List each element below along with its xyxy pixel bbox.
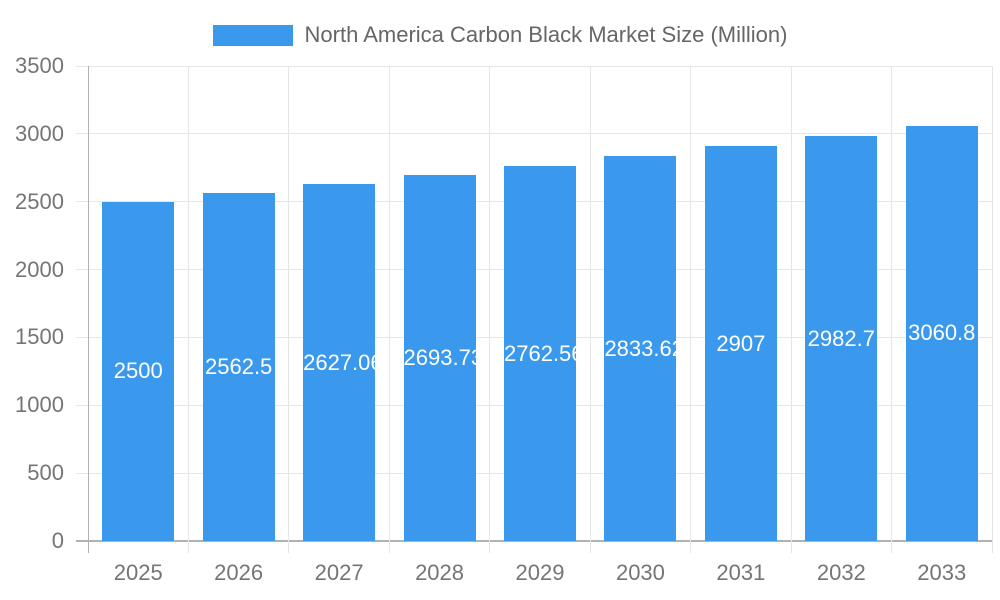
legend-swatch (212, 24, 293, 46)
x-axis-tick-label: 2030 (615, 560, 665, 585)
gridline-vertical (790, 66, 792, 553)
y-axis-tick-label: 2000 (15, 256, 64, 282)
gridline-horizontal (76, 133, 992, 135)
gridline-vertical (589, 66, 591, 553)
bar-2027[interactable]: 2627.06 (303, 184, 376, 541)
chart-legend: North America Carbon Black Market Size (… (0, 22, 1000, 48)
gridline-vertical (87, 66, 89, 553)
gridline-vertical (288, 66, 290, 553)
x-axis-tick-label: 2025 (113, 560, 163, 585)
gridline-vertical (891, 66, 893, 553)
bar-2033[interactable]: 3060.8 (905, 125, 978, 541)
x-axis-tick-label: 2033 (917, 560, 967, 585)
bar-value-label: 2500 (113, 358, 163, 384)
bar-2031[interactable]: 2907 (704, 146, 777, 541)
bar-value-label: 2833.62 (604, 335, 677, 361)
y-axis-tick-label: 500 (27, 460, 64, 486)
gridline-vertical (388, 66, 390, 553)
y-axis-tick-label: 3500 (15, 53, 64, 78)
gridline-vertical (489, 66, 491, 553)
bar-value-label: 2907 (716, 330, 766, 356)
bar-2025[interactable]: 2500 (102, 201, 175, 541)
bar-2030[interactable]: 2833.62 (604, 156, 677, 541)
y-axis-tick-label: 2500 (15, 188, 64, 214)
gridline-vertical (187, 66, 189, 553)
y-axis-tick-label: 3000 (15, 120, 64, 146)
legend-item[interactable]: North America Carbon Black Market Size (… (212, 22, 788, 48)
bar-value-label: 2982.7 (807, 325, 875, 351)
x-axis-tick-label: 2032 (816, 560, 866, 585)
bar-value-label: 2627.06 (303, 349, 376, 375)
bar-2026[interactable]: 2562.5 (202, 193, 275, 541)
bar-2032[interactable]: 2982.7 (805, 136, 878, 541)
legend-label: North America Carbon Black Market Size (… (304, 22, 788, 47)
x-axis-tick-label: 2031 (716, 560, 766, 585)
gridline-vertical (690, 66, 692, 553)
gridline-vertical (991, 66, 993, 553)
gridline-horizontal (76, 540, 992, 542)
bar-value-label: 2762.56 (504, 340, 576, 366)
y-axis-tick-label: 0 (51, 528, 64, 553)
bar-2029[interactable]: 2762.56 (504, 166, 576, 541)
x-axis-tick-label: 2026 (214, 560, 264, 585)
bar-value-label: 3060.8 (908, 320, 976, 346)
x-axis-tick-label: 2029 (515, 560, 565, 585)
bar-2028[interactable]: 2693.73 (403, 175, 476, 541)
x-axis-tick-label: 2027 (314, 560, 364, 585)
y-axis-tick-label: 1500 (15, 324, 64, 350)
bar-value-label: 2693.73 (403, 345, 476, 371)
gridline-horizontal (76, 65, 992, 67)
x-axis-tick-label: 2028 (415, 560, 465, 585)
y-axis-tick-label: 1000 (15, 392, 64, 418)
bar-value-label: 2562.5 (205, 354, 273, 380)
